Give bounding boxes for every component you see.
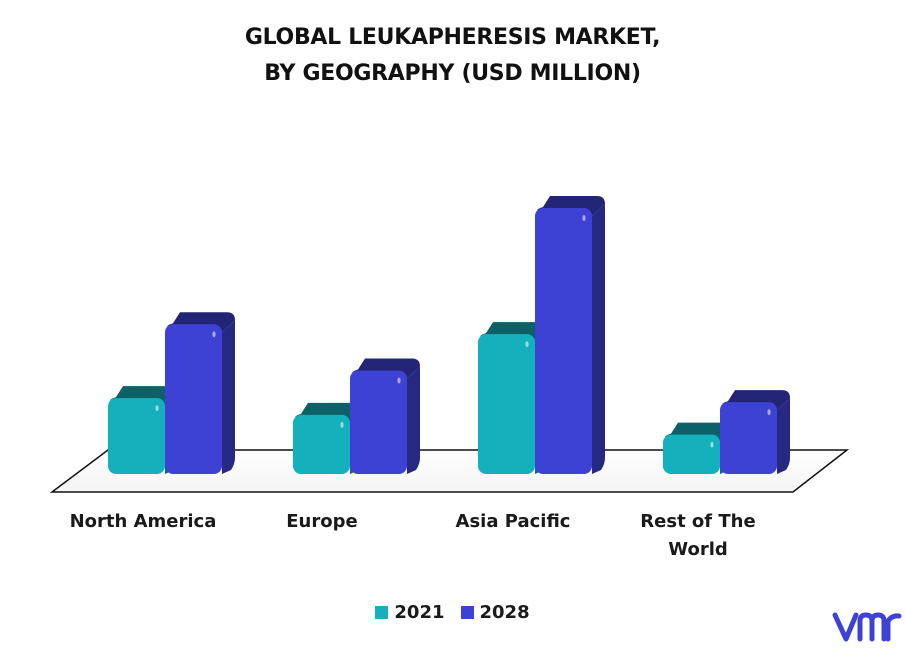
bar-front (720, 402, 777, 474)
bars-layer (108, 196, 790, 474)
bar-highlight (710, 441, 714, 448)
chart-title: GLOBAL LEUKAPHERESIS MARKET, BY GEOGRAPH… (0, 20, 905, 92)
legend-label-2021: 2021 (394, 602, 445, 623)
bar-highlight (525, 341, 529, 348)
bar-highlight (155, 405, 159, 412)
bar-front (663, 434, 720, 474)
bar-side (592, 204, 605, 474)
bar-highlight (212, 331, 216, 338)
chart-title-line-1: GLOBAL LEUKAPHERESIS MARKET, (244, 25, 661, 50)
legend-label-2028: 2028 (479, 602, 530, 623)
legend-swatch-2028 (460, 606, 474, 619)
bar-2028-3 (720, 390, 790, 474)
bar-front (350, 370, 407, 474)
category-label-2: Asia Pacific (456, 511, 571, 532)
category-labels: North America Europe Asia Pacific Rest of T… (70, 511, 756, 560)
bar-side (777, 398, 790, 474)
category-label-line: Rest of The (640, 511, 755, 532)
vmr-logo-icon (832, 612, 902, 642)
bar-highlight (582, 215, 586, 221)
bar-highlight (340, 421, 344, 428)
category-label-1: Europe (286, 511, 357, 532)
legend-swatch-2021 (375, 606, 389, 619)
legend-item-2021: 2021 (375, 602, 445, 623)
bar-highlight (397, 377, 401, 384)
bar-side (222, 320, 235, 474)
bar-highlight (767, 409, 771, 416)
bar-front (165, 324, 222, 474)
bar-front (478, 334, 535, 474)
bar-2028-1 (350, 358, 420, 474)
category-label-line: World (668, 539, 728, 560)
category-label-line: Asia Pacific (456, 511, 571, 532)
category-label-line: Europe (286, 511, 357, 532)
bar-2028-0 (165, 312, 235, 474)
category-label-3: Rest of The World (640, 511, 755, 560)
bar-side (407, 366, 420, 474)
chart-title-line-2: BY GEOGRAPHY (USD MILLION) (264, 61, 641, 86)
category-label-line: North America (70, 511, 217, 532)
legend: 2021 2028 (0, 602, 905, 623)
bar-2028-2 (535, 196, 605, 474)
category-label-0: North America (70, 511, 217, 532)
bar-front (535, 208, 592, 474)
legend-item-2028: 2028 (460, 602, 530, 623)
bar-front (293, 414, 350, 474)
bar-front (108, 398, 165, 474)
